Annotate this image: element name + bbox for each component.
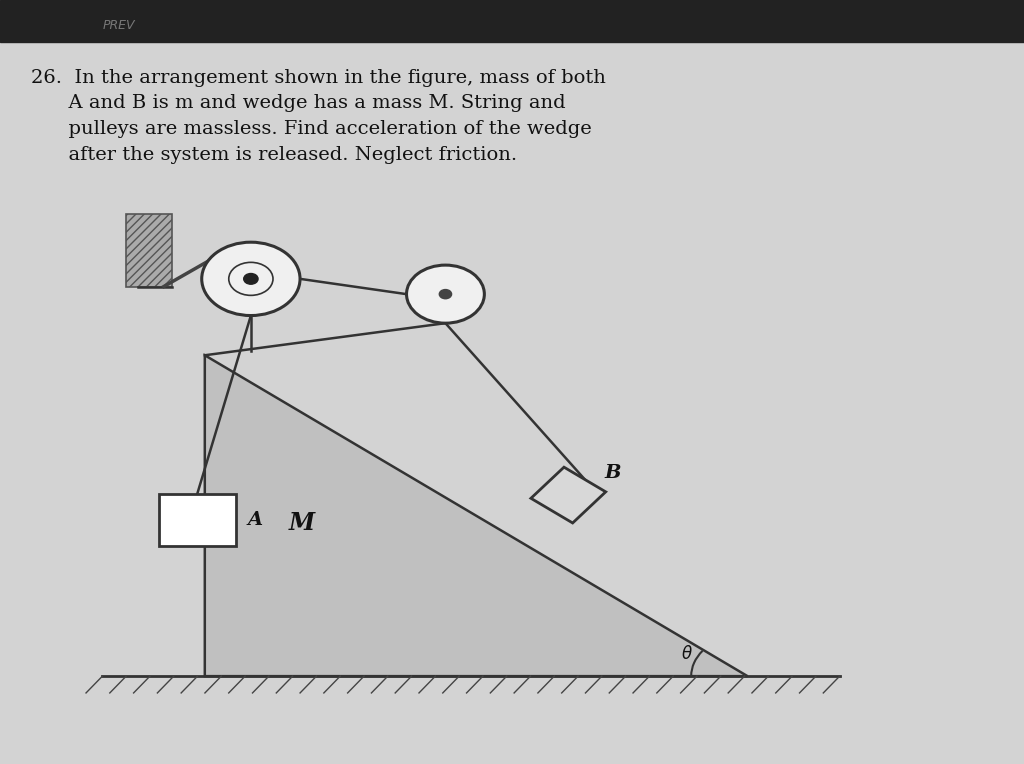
Text: M: M <box>289 511 315 536</box>
Circle shape <box>439 290 452 299</box>
Polygon shape <box>530 467 606 523</box>
Bar <box>126 214 172 286</box>
Bar <box>0 0 1024 42</box>
Circle shape <box>244 274 258 284</box>
Circle shape <box>407 265 484 323</box>
Text: A: A <box>248 511 263 529</box>
Polygon shape <box>205 355 748 676</box>
Text: 26.  In the arrangement shown in the figure, mass of both
      A and B is m and: 26. In the arrangement shown in the figu… <box>31 69 605 163</box>
Bar <box>159 494 236 546</box>
Text: PREV: PREV <box>102 19 135 33</box>
Text: $\theta$: $\theta$ <box>681 646 693 663</box>
Circle shape <box>228 262 273 296</box>
Text: B: B <box>604 464 621 482</box>
Circle shape <box>202 242 300 316</box>
